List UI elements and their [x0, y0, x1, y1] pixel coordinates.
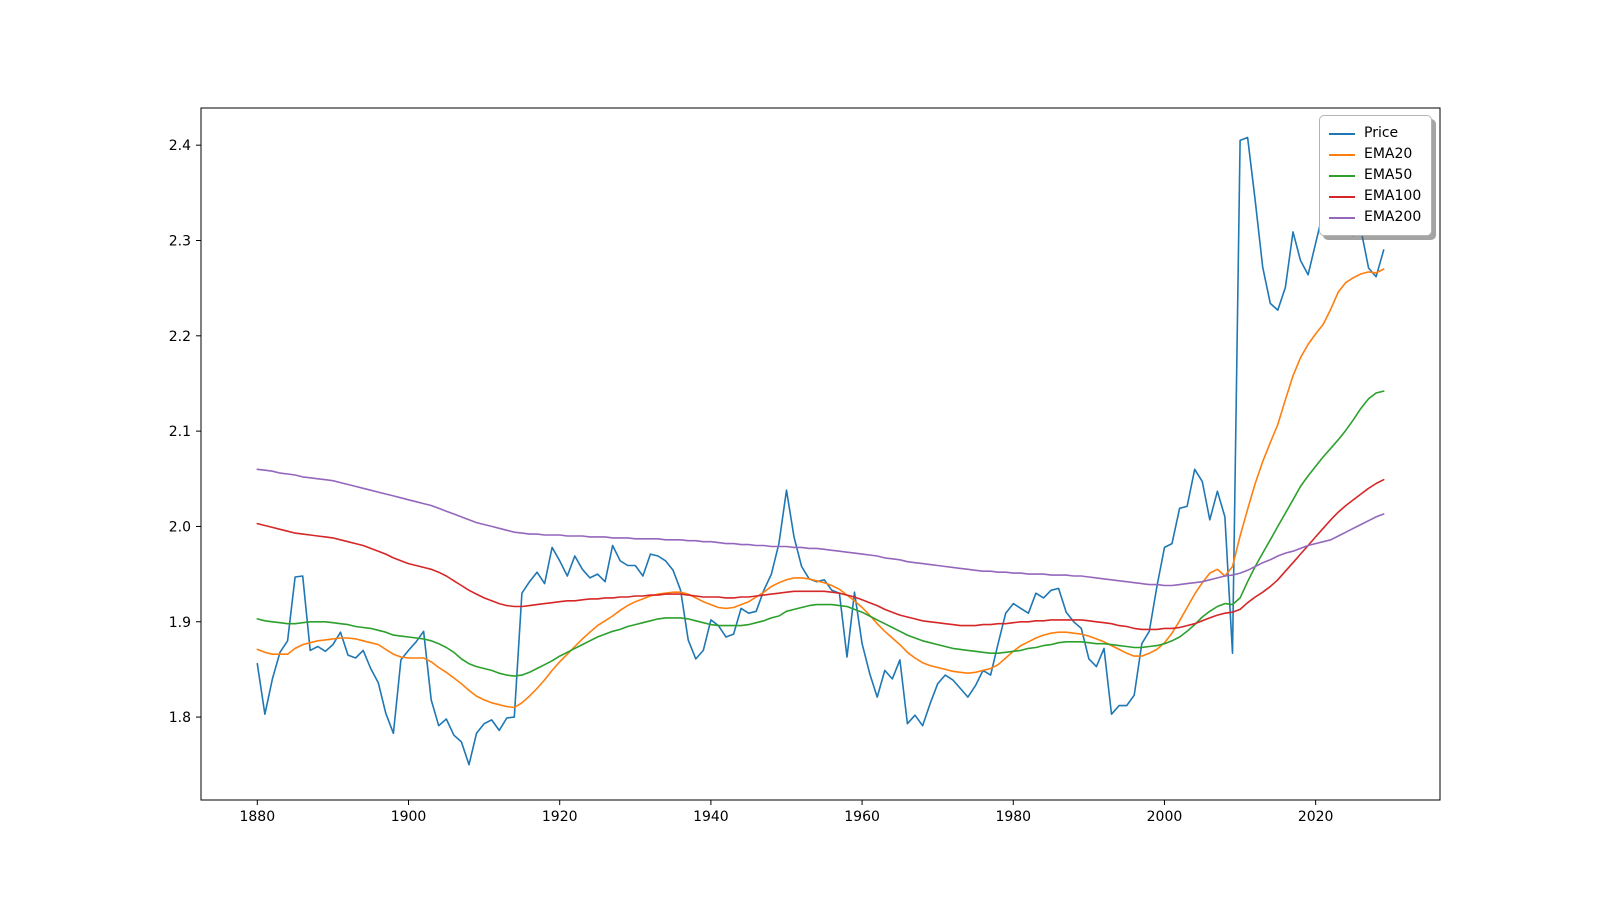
legend-label: EMA50 — [1364, 167, 1413, 183]
x-tick-label: 1900 — [391, 809, 427, 825]
x-tick-label: 2020 — [1298, 809, 1334, 825]
legend-label: Price — [1364, 125, 1399, 141]
series-line-ema50 — [256, 390, 1385, 677]
series-line-ema20 — [256, 268, 1385, 709]
y-tick-label: 2.4 — [169, 138, 191, 154]
legend-item-price: Price — [1329, 123, 1421, 144]
x-tick-label: 1920 — [542, 809, 578, 825]
series-line-ema100 — [256, 478, 1385, 631]
x-tick-label: 2000 — [1147, 809, 1183, 825]
legend-item-ema20: EMA20 — [1329, 144, 1421, 165]
axes-frame — [200, 107, 1441, 801]
y-tick-label: 2.3 — [169, 233, 191, 249]
legend-item-ema100: EMA100 — [1329, 186, 1421, 207]
series-line-price — [256, 136, 1385, 766]
y-tick-label: 2.2 — [169, 329, 191, 345]
legend-label: EMA200 — [1364, 209, 1422, 225]
legend-line-sample-ema20 — [1329, 153, 1355, 156]
y-axis: 1.8 1.9 2.0 2.1 2.2 2.3 2.4 — [169, 138, 201, 726]
legend-line-sample-ema50 — [1329, 174, 1355, 177]
x-tick-label: 1880 — [239, 809, 275, 825]
y-tick-label: 2.1 — [169, 424, 191, 440]
x-tick-label: 1980 — [995, 809, 1031, 825]
series-lines — [256, 136, 1385, 766]
legend-item-ema200: EMA200 — [1329, 207, 1421, 228]
legend-line-sample-ema200 — [1329, 216, 1355, 219]
series-line-ema200 — [256, 468, 1385, 587]
x-tick-label: 1960 — [844, 809, 880, 825]
x-axis: 1880 1900 1920 1940 1960 1980 2000 2020 — [239, 800, 1333, 825]
legend-item-ema50: EMA50 — [1329, 165, 1421, 186]
y-tick-label: 2.0 — [169, 519, 191, 535]
legend-line-sample-price — [1329, 132, 1355, 135]
x-tick-label: 1940 — [693, 809, 729, 825]
legend: Price EMA20 EMA50 EMA100 EMA200 — [1319, 115, 1433, 236]
legend-line-sample-ema100 — [1329, 195, 1355, 198]
y-tick-label: 1.8 — [169, 710, 191, 726]
legend-label: EMA20 — [1364, 146, 1413, 162]
y-tick-label: 1.9 — [169, 615, 191, 631]
legend-label: EMA100 — [1364, 188, 1422, 204]
